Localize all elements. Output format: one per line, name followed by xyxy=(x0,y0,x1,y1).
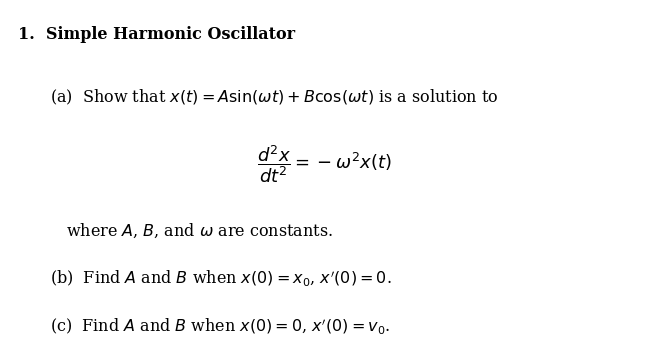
Text: $\dfrac{d^2x}{dt^2} = -\omega^2 x(t)$: $\dfrac{d^2x}{dt^2} = -\omega^2 x(t)$ xyxy=(257,143,392,185)
Text: 1.  Simple Harmonic Oscillator: 1. Simple Harmonic Oscillator xyxy=(18,26,295,43)
Text: where $A$, $B$, and $\omega$ are constants.: where $A$, $B$, and $\omega$ are constan… xyxy=(66,222,333,240)
Text: (b)  Find $A$ and $B$ when $x(0) = x_0$, $x'(0) = 0$.: (b) Find $A$ and $B$ when $x(0) = x_0$, … xyxy=(50,268,391,288)
Text: (a)  Show that $x(t) = A\sin(\omega t) + B\cos(\omega t)$ is a solution to: (a) Show that $x(t) = A\sin(\omega t) + … xyxy=(50,87,498,106)
Text: (c)  Find $A$ and $B$ when $x(0) = 0$, $x'(0) = v_0$.: (c) Find $A$ and $B$ when $x(0) = 0$, $x… xyxy=(50,317,390,336)
